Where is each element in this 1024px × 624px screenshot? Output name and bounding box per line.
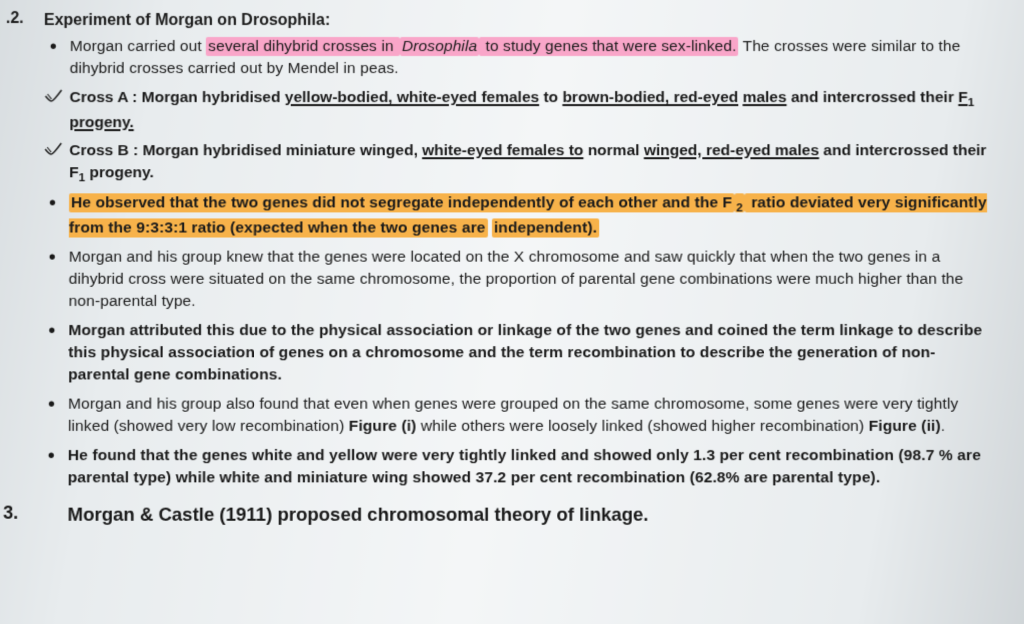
bullet-list-item: Morgan carried out several dihybrid cros… [44, 36, 987, 80]
list-item-text: Morgan and his group knew that the genes… [69, 248, 964, 309]
tick-list-item: Cross A : Morgan hybridised yellow-bodie… [43, 87, 986, 134]
bullet-list-item: Morgan and his group also found that eve… [42, 393, 988, 437]
list-item-text: Morgan carried out several dihybrid cros… [70, 37, 961, 77]
section-number-top: .2. [6, 10, 24, 28]
list-item-text: Cross B : Morgan hybridised miniature wi… [69, 142, 986, 181]
final-heading: Morgan & Castle (1911) proposed chromoso… [41, 503, 988, 525]
bullet-list-item: Morgan attributed this due to the physic… [42, 320, 988, 386]
bullet-list-item: Morgan and his group knew that the genes… [42, 246, 987, 312]
tick-icon [43, 140, 63, 158]
tick-icon [43, 87, 63, 105]
list-item-text: He found that the genes white and yellow… [68, 447, 981, 486]
document-page: .2. Experiment of Morgan on Drosophila: … [0, 0, 1024, 538]
list-item-text: Morgan attributed this due to the physic… [68, 322, 982, 383]
list-item-text: Cross A : Morgan hybridised yellow-bodie… [69, 89, 974, 131]
section-number-bottom: 3. [3, 502, 18, 523]
section-heading: Experiment of Morgan on Drosophila: [44, 12, 986, 30]
list-item-text: He observed that the two genes did not s… [69, 194, 987, 238]
bullet-list-item: He observed that the two genes did not s… [43, 193, 987, 240]
bullet-list-item: He found that the genes white and yellow… [42, 445, 989, 489]
list-item-text: Morgan and his group also found that eve… [68, 395, 958, 434]
bullet-list: Morgan carried out several dihybrid cros… [42, 36, 989, 489]
tick-list-item: Cross B : Morgan hybridised miniature wi… [43, 140, 987, 187]
